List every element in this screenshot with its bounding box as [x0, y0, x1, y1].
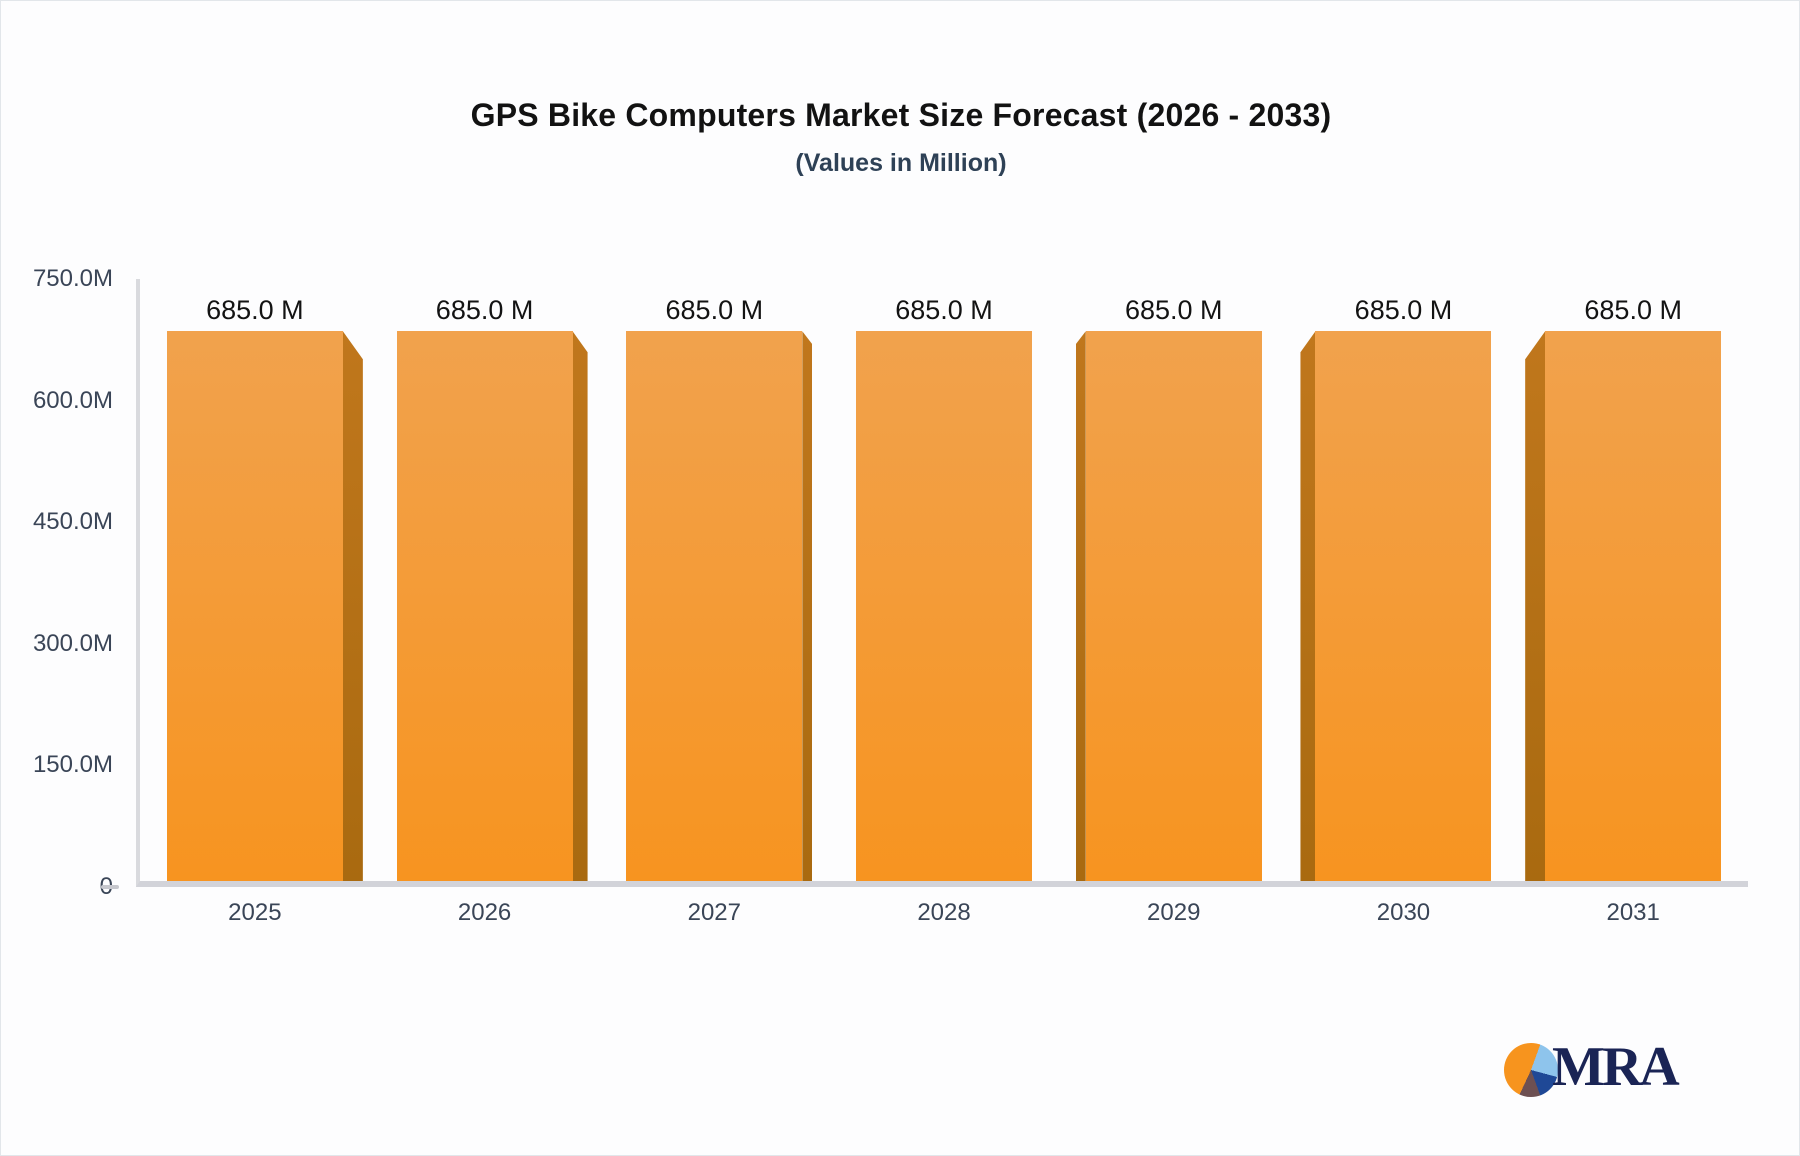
bars-row: 685.0 M 685.0 M 685.0 M 685.0 M 685.0 M 685.0… — [140, 279, 1748, 881]
bar-side-shadow — [1075, 331, 1086, 881]
bar: 685.0 M — [856, 295, 1033, 881]
x-tick-label: 2027 — [687, 899, 741, 926]
bar-column: 685.0 M — [599, 279, 829, 881]
bar-column: 685.0 M — [1518, 279, 1748, 881]
bar-face — [626, 331, 803, 881]
bar-value-label: 685.0 M — [435, 295, 534, 326]
y-tick-label: 750.0M — [32, 265, 113, 292]
zero-tick-mark — [101, 885, 119, 889]
bar: 685.0 M — [1300, 295, 1492, 881]
bar-value-label: 685.0 M — [665, 295, 764, 326]
bar-value-label: 685.0 M — [1584, 295, 1682, 326]
plot-area: 685.0 M 685.0 M 685.0 M 685.0 M 685.0 M 685.0… — [136, 279, 1748, 926]
bar: 685.0 M — [396, 295, 588, 881]
bar-side-shadow — [572, 331, 588, 881]
y-tick-label: 450.0M — [32, 508, 113, 536]
logo-text: MRA — [1552, 1036, 1680, 1098]
bar-face — [166, 331, 343, 881]
bar-side-shadow — [342, 331, 363, 881]
bar: 685.0 M — [626, 295, 813, 881]
logo-pie-chart-icon — [1504, 1043, 1558, 1097]
bar-value-label: 685.0 M — [1354, 295, 1453, 326]
y-tick-label: 0 — [1, 873, 113, 901]
chart-subtitle: (Values in Million) — [795, 149, 1007, 177]
x-tick-label: 2026 — [457, 899, 512, 926]
bar-column: 685.0 M — [140, 279, 370, 881]
x-tick-label: 2029 — [1147, 899, 1201, 926]
y-tick-label: 150.0M — [32, 751, 113, 779]
bar-column: 685.0 M — [1059, 279, 1289, 881]
bar: 685.0 M — [1075, 295, 1262, 881]
bar-face — [1315, 331, 1492, 881]
x-tick-label: 2028 — [917, 899, 971, 926]
bar: 685.0 M — [166, 295, 363, 881]
x-axis: 2025 2026 2027 2028 2029 2030 2031 — [140, 881, 1748, 927]
bar: 685.0 M — [1525, 295, 1722, 881]
x-tick-label: 2030 — [1376, 899, 1431, 926]
bar-side-shadow — [1300, 331, 1316, 881]
brand-logo: MRA — [1504, 1036, 1680, 1098]
chart-title: GPS Bike Computers Market Size Forecast … — [470, 97, 1332, 133]
bar-value-label: 685.0 M — [206, 295, 304, 326]
bar-value-label: 685.0 M — [1124, 295, 1223, 326]
bar-face — [396, 331, 573, 881]
x-tick-label: 2025 — [228, 899, 282, 926]
bar-column: 685.0 M — [829, 279, 1059, 881]
x-tick-label: 2031 — [1606, 899, 1660, 926]
y-axis: 750.0M 600.0M 450.0M 300.0M 150.0M 0 — [1, 265, 113, 900]
y-tick-label: 600.0M — [32, 386, 113, 414]
bar-face — [1085, 331, 1262, 881]
bar-face — [856, 331, 1033, 881]
bar-face — [1545, 331, 1722, 881]
bar-side-shadow — [1525, 331, 1546, 881]
bar-side-shadow — [802, 331, 813, 881]
bar-column: 685.0 M — [370, 279, 600, 881]
bar-column: 685.0 M — [1289, 279, 1519, 881]
y-tick-label: 300.0M — [32, 629, 113, 657]
bar-value-label: 685.0 M — [895, 295, 993, 326]
